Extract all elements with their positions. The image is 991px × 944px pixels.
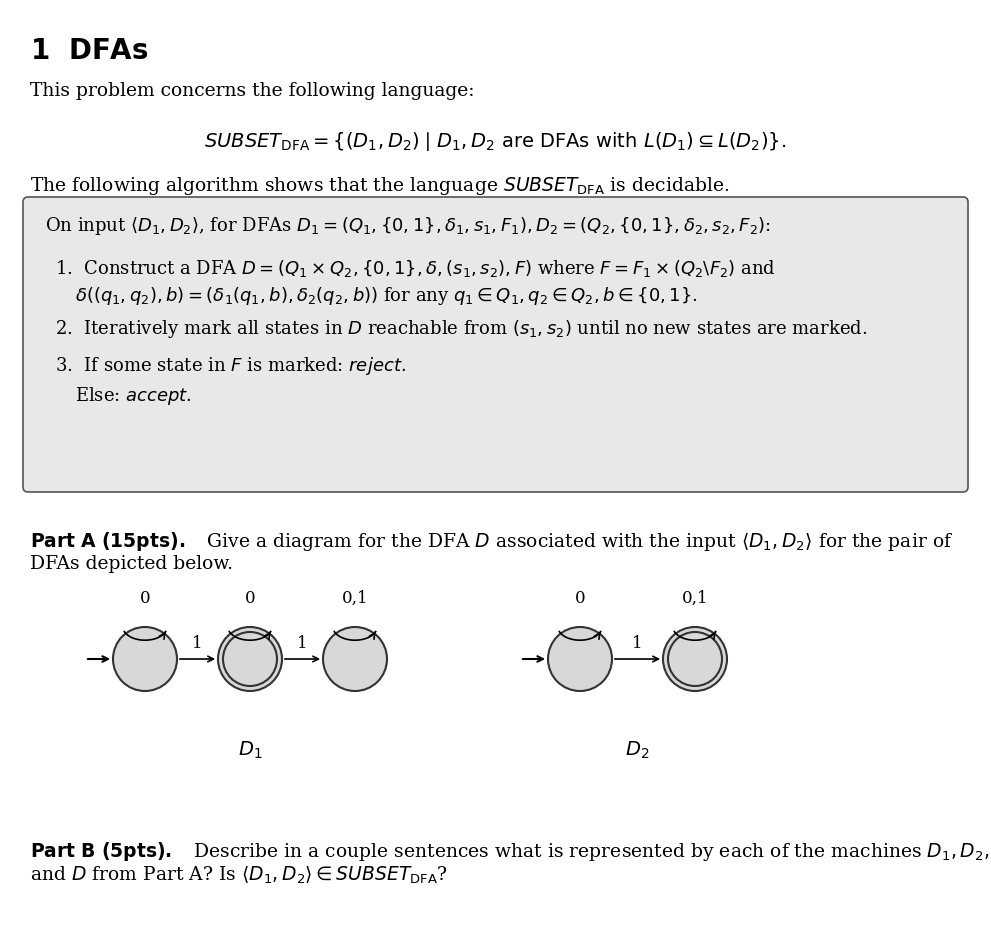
Text: $\mathit{SUBSET}_{\mathrm{DFA}} = \{(D_1, D_2) \mid D_1, D_2\ \mathrm{are\ DFAs\: $\mathit{SUBSET}_{\mathrm{DFA}} = \{(D_1…: [204, 130, 786, 153]
Text: and $D$ from Part A? Is $\langle D_1, D_2\rangle \in \mathit{SUBSET}_{\mathrm{DF: and $D$ from Part A? Is $\langle D_1, D_…: [30, 864, 448, 885]
Circle shape: [548, 628, 612, 691]
Text: $\mathbf{Part\ B\ (5pts).}$   Describe in a couple sentences what is represented: $\mathbf{Part\ B\ (5pts).}$ Describe in …: [30, 839, 989, 862]
Text: 0: 0: [575, 589, 586, 606]
Text: Else: $\mathit{accept}.$: Else: $\mathit{accept}.$: [75, 384, 191, 407]
Text: The following algorithm shows that the language $\mathit{SUBSET}_{\mathrm{DFA}}$: The following algorithm shows that the l…: [30, 175, 729, 196]
Text: 0: 0: [245, 589, 256, 606]
Text: 1: 1: [192, 634, 203, 651]
Circle shape: [323, 628, 387, 691]
Text: This problem concerns the following language:: This problem concerns the following lang…: [30, 82, 475, 100]
Text: 0: 0: [140, 589, 151, 606]
Text: $D_2$: $D_2$: [625, 739, 650, 761]
Text: 0,1: 0,1: [342, 589, 369, 606]
Circle shape: [113, 628, 177, 691]
Text: 0,1: 0,1: [682, 589, 709, 606]
Text: 2.  Iteratively mark all states in $D$ reachable from $(s_1,s_2)$ until no new s: 2. Iteratively mark all states in $D$ re…: [55, 318, 867, 340]
Text: $\delta((q_1,q_2),b) = (\delta_1(q_1,b), \delta_2(q_2,b))$ for any $q_1 \in Q_1,: $\delta((q_1,q_2),b) = (\delta_1(q_1,b),…: [75, 285, 698, 307]
Text: 3.  If some state in $F$ is marked: $\mathit{reject}.$: 3. If some state in $F$ is marked: $\mat…: [55, 355, 406, 377]
Text: 1: 1: [297, 634, 308, 651]
FancyBboxPatch shape: [23, 198, 968, 493]
Text: 1.  Construct a DFA $D = (Q_1 \times Q_2, \{0,1\}, \delta, (s_1,s_2), F)$ where : 1. Construct a DFA $D = (Q_1 \times Q_2,…: [55, 258, 776, 278]
Text: On input $\langle D_1, D_2\rangle$, for DFAs $D_1 = (Q_1, \{0,1\}, \delta_1, s_1: On input $\langle D_1, D_2\rangle$, for …: [45, 215, 771, 237]
Circle shape: [218, 628, 282, 691]
Text: $\mathbf{Part\ A\ (15pts).}$   Give a diagram for the DFA $D$ associated with th: $\mathbf{Part\ A\ (15pts).}$ Give a diag…: [30, 530, 953, 552]
Circle shape: [663, 628, 727, 691]
Text: $\mathbf{DFAs}$: $\mathbf{DFAs}$: [68, 38, 149, 65]
Text: DFAs depicted below.: DFAs depicted below.: [30, 554, 233, 572]
Text: $D_1$: $D_1$: [238, 739, 263, 761]
Text: 1: 1: [632, 634, 643, 651]
Text: $\mathbf{1}$: $\mathbf{1}$: [30, 38, 50, 65]
